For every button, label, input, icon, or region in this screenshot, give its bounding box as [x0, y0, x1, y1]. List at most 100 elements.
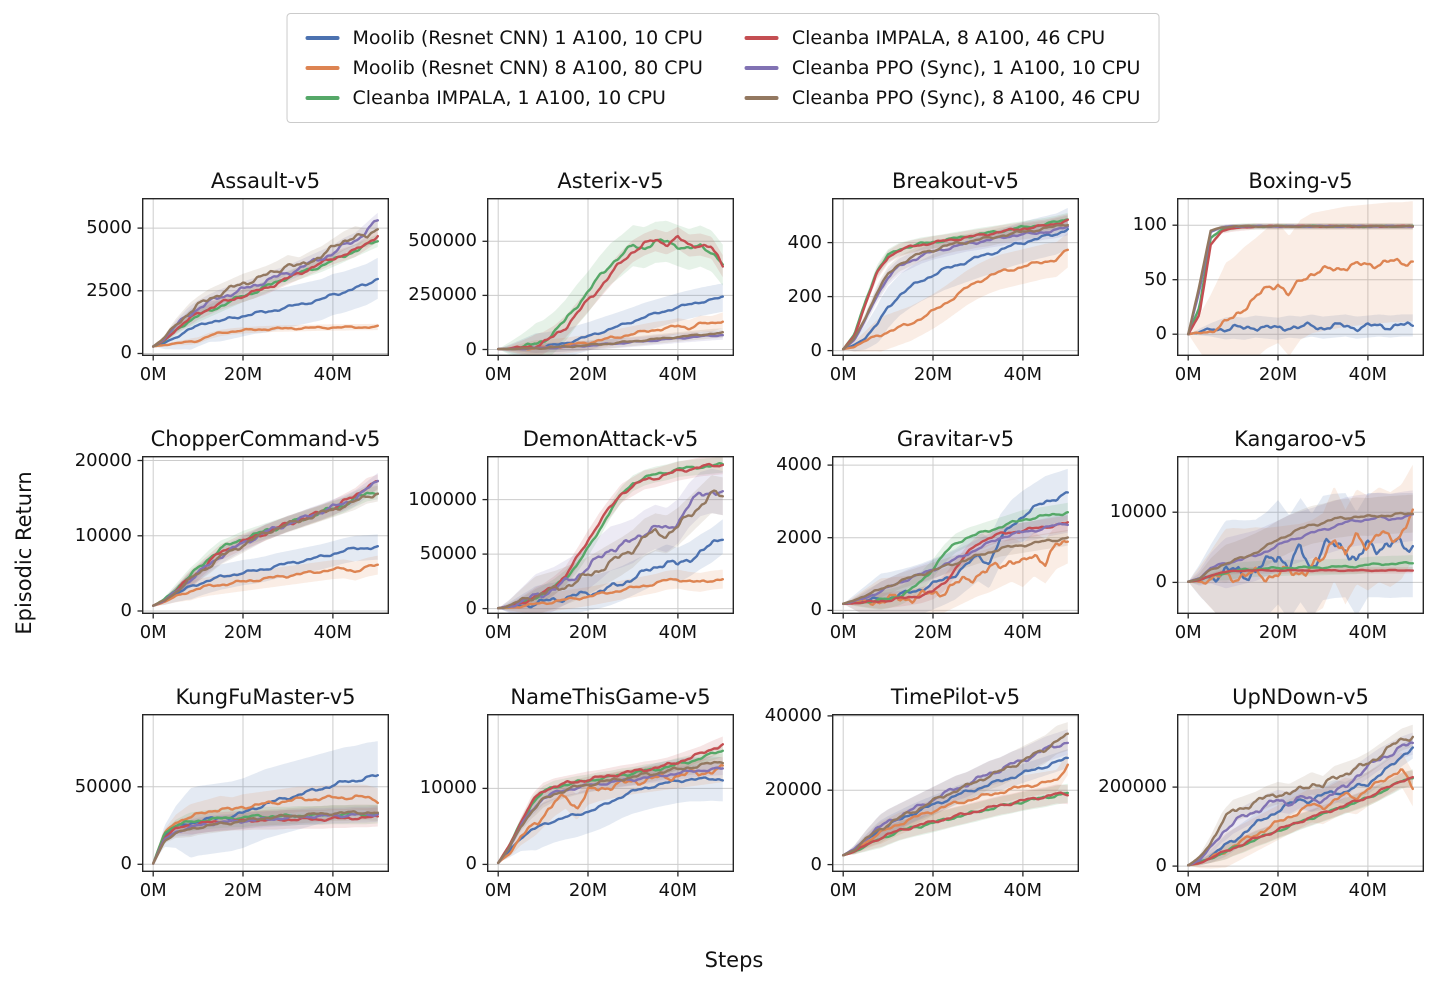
- x-tick-label: 0M: [139, 880, 167, 901]
- plot-area: 0 50000 100000: [389, 455, 735, 619]
- subplot-boxing-v5: Boxing-v5 0 50 100 0M 20M 40M: [1079, 168, 1425, 386]
- subplot-demonattack-v5: DemonAttack-v5 0 50000 100000 0M 20M 40M: [389, 426, 735, 644]
- subplot-assault-v5: Assault-v5 0 2500 5000 0M 20M 40M: [44, 168, 390, 386]
- legend-item: Moolib (Resnet CNN) 1 A100, 10 CPU: [305, 27, 703, 49]
- x-axis-label: Steps: [704, 948, 764, 972]
- y-axis-label: Episodic Return: [12, 471, 36, 635]
- plot-canvas-asterix-v5: [482, 197, 735, 361]
- subplot-kungfumaster-v5: KungFuMaster-v5 0 50000 0M 20M 40M: [44, 684, 390, 902]
- x-tick-label: 20M: [913, 364, 953, 385]
- x-tick-row: 0M 20M 40M: [1079, 872, 1424, 902]
- subplot-choppercommand-v5: ChopperCommand-v5 0 10000 20000 0M 20M 40M: [44, 426, 390, 644]
- x-tick-label: 40M: [1348, 364, 1388, 385]
- x-tick-label: 40M: [1003, 622, 1043, 643]
- plot-canvas-choppercommand-v5: [137, 455, 390, 619]
- x-tick-label: 20M: [223, 880, 263, 901]
- plot-area: 0 10000: [1079, 455, 1425, 619]
- x-tick-row: 0M 20M 40M: [734, 614, 1079, 644]
- x-tick-label: 20M: [1258, 622, 1298, 643]
- x-tick-row: 0M 20M 40M: [734, 356, 1079, 386]
- subplot-breakout-v5: Breakout-v5 0 200 400 0M 20M 40M: [734, 168, 1080, 386]
- x-tick-label: 40M: [313, 364, 353, 385]
- subplot-gravitar-v5: Gravitar-v5 0 2000 4000 0M 20M 40M: [734, 426, 1080, 644]
- legend: Moolib (Resnet CNN) 1 A100, 10 CPU Moolib…: [286, 13, 1160, 123]
- plot-canvas-breakout-v5: [827, 197, 1080, 361]
- x-tick-row: 0M 20M 40M: [44, 356, 389, 386]
- plot-canvas-demonattack-v5: [482, 455, 735, 619]
- plot-title: Boxing-v5: [1248, 169, 1353, 193]
- legend-item-label: Cleanba IMPALA, 8 A100, 46 CPU: [791, 27, 1106, 49]
- x-tick-label: 20M: [1258, 364, 1298, 385]
- legend-item-label: Cleanba PPO (Sync), 8 A100, 46 CPU: [791, 87, 1141, 109]
- legend-column-2: Cleanba IMPALA, 8 A100, 46 CPU Cleanba PP…: [744, 27, 1141, 109]
- legend-line-swatch: [305, 66, 340, 70]
- y-tick-label: 500000: [408, 230, 477, 252]
- legend-line-swatch: [744, 66, 779, 70]
- plot-title: NameThisGame-v5: [510, 685, 711, 709]
- x-tick-label: 0M: [484, 364, 512, 385]
- y-tick-label: 0: [1155, 571, 1167, 593]
- x-tick-row: 0M 20M 40M: [389, 356, 734, 386]
- legend-item-label: Cleanba PPO (Sync), 1 A100, 10 CPU: [791, 57, 1141, 79]
- y-tick-label: 100: [1132, 214, 1167, 236]
- legend-item: Moolib (Resnet CNN) 8 A100, 80 CPU: [305, 57, 703, 79]
- y-tick-label: 200: [787, 285, 822, 307]
- plot-title: Asterix-v5: [557, 169, 664, 193]
- subplot-namethisgame-v5: NameThisGame-v5 0 10000 0M 20M 40M: [389, 684, 735, 902]
- x-tick-label: 20M: [568, 880, 608, 901]
- subplot-grid: Assault-v5 0 2500 5000 0M 20M 40M Asterix-v5 0 25…: [44, 168, 1425, 902]
- y-tick-label: 0: [120, 599, 132, 621]
- y-tick-label: 0: [1155, 323, 1167, 345]
- y-tick-label: 5000: [86, 217, 132, 239]
- plot-canvas-kangaroo-v5: [1172, 455, 1425, 619]
- y-tick-label: 10000: [74, 524, 132, 546]
- y-tick-label: 0: [120, 853, 132, 875]
- x-tick-label: 20M: [913, 880, 953, 901]
- y-tick-label: 0: [120, 342, 132, 364]
- x-tick-row: 0M 20M 40M: [1079, 356, 1424, 386]
- plot-canvas-assault-v5: [137, 197, 390, 361]
- x-tick-label: 20M: [1258, 880, 1298, 901]
- y-tick-label: 0: [810, 599, 822, 621]
- y-tick-label: 200000: [1098, 776, 1167, 798]
- plot-title: ChopperCommand-v5: [150, 427, 381, 451]
- subplot-timepilot-v5: TimePilot-v5 0 20000 40000 0M 20M 40M: [734, 684, 1080, 902]
- y-tick-label: 50: [1144, 268, 1167, 290]
- plot-title: TimePilot-v5: [890, 685, 1021, 709]
- plot-title: Breakout-v5: [892, 169, 1019, 193]
- x-tick-label: 20M: [223, 622, 263, 643]
- plot-title: KungFuMaster-v5: [175, 685, 356, 709]
- x-tick-row: 0M 20M 40M: [389, 872, 734, 902]
- plot-canvas-timepilot-v5: [827, 713, 1080, 877]
- subplot-upndown-v5: UpNDown-v5 0 200000 0M 20M 40M: [1079, 684, 1425, 902]
- y-tick-label: 0: [810, 853, 822, 875]
- plot-title: Kangaroo-v5: [1234, 427, 1367, 451]
- x-tick-label: 20M: [913, 622, 953, 643]
- legend-item: Cleanba PPO (Sync), 1 A100, 10 CPU: [744, 57, 1141, 79]
- y-tick-label: 2500: [86, 279, 132, 301]
- x-tick-label: 40M: [1348, 880, 1388, 901]
- plot-area: 0 250000 500000: [389, 197, 735, 361]
- plot-area: 0 20000 40000: [734, 706, 1080, 877]
- plot-title: DemonAttack-v5: [522, 427, 699, 451]
- y-tick-label: 100000: [408, 488, 477, 510]
- plot-canvas-kungfumaster-v5: [137, 713, 390, 877]
- x-tick-label: 0M: [484, 880, 512, 901]
- x-tick-label: 40M: [658, 364, 698, 385]
- x-tick-label: 0M: [139, 622, 167, 643]
- plot-area: 0 50000: [44, 713, 390, 877]
- plot-area: 0 10000 20000: [44, 451, 390, 619]
- y-tick-label: 0: [810, 339, 822, 361]
- legend-line-swatch: [305, 96, 340, 100]
- y-tick-label: 400: [787, 231, 822, 253]
- plot-title: UpNDown-v5: [1232, 685, 1369, 709]
- plot-area: 0 200 400: [734, 197, 1080, 361]
- y-tick-label: 10000: [1109, 501, 1167, 523]
- x-tick-row: 0M 20M 40M: [44, 872, 389, 902]
- y-tick-label: 40000: [764, 704, 822, 726]
- x-tick-label: 20M: [223, 364, 263, 385]
- y-tick-label: 0: [1155, 855, 1167, 877]
- plot-canvas-gravitar-v5: [827, 455, 1080, 619]
- y-tick-label: 250000: [408, 284, 477, 306]
